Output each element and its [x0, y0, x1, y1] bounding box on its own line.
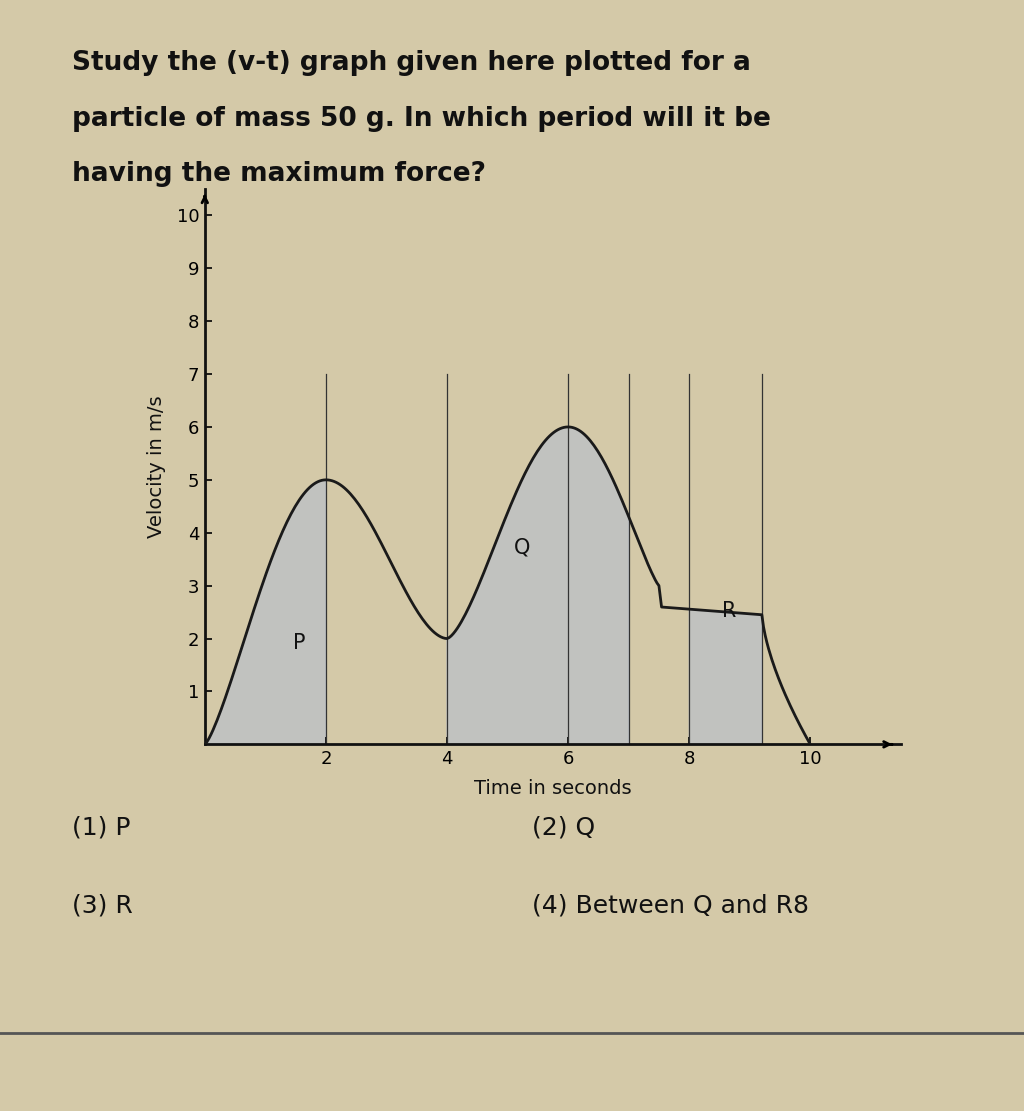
Text: R: R	[723, 601, 737, 621]
Text: Q: Q	[514, 538, 530, 558]
Text: P: P	[293, 633, 305, 653]
Y-axis label: Velocity in m/s: Velocity in m/s	[146, 396, 166, 538]
X-axis label: Time in seconds: Time in seconds	[474, 779, 632, 798]
Text: having the maximum force?: having the maximum force?	[72, 161, 485, 187]
Text: (2) Q: (2) Q	[532, 815, 596, 840]
Text: (4) Between Q and R8: (4) Between Q and R8	[532, 893, 810, 918]
Text: particle of mass 50 g. In which period will it be: particle of mass 50 g. In which period w…	[72, 106, 770, 131]
Text: (3) R: (3) R	[72, 893, 132, 918]
Text: Study the (v-t) graph given here plotted for a: Study the (v-t) graph given here plotted…	[72, 50, 751, 76]
Polygon shape	[447, 427, 629, 744]
Text: (1) P: (1) P	[72, 815, 130, 840]
Polygon shape	[205, 480, 326, 744]
Polygon shape	[689, 609, 762, 744]
